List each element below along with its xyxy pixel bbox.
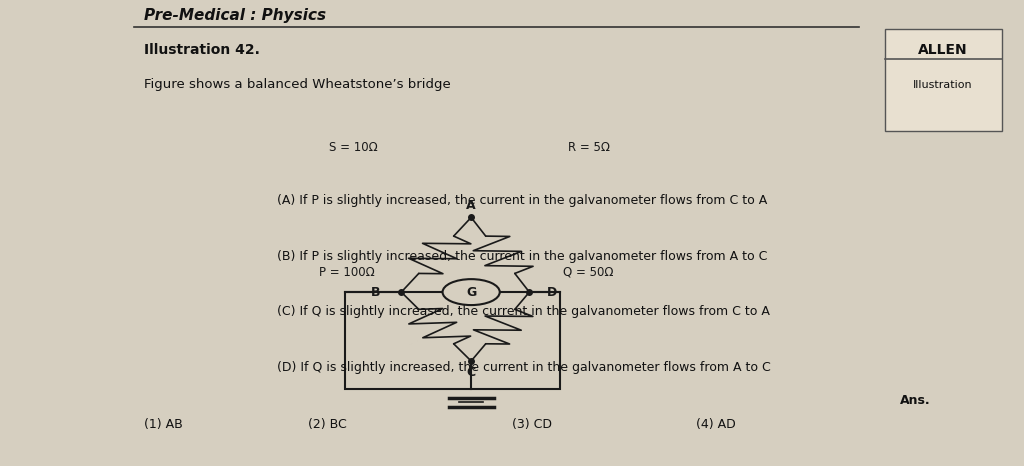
Text: S = 10Ω: S = 10Ω xyxy=(330,141,378,154)
Text: Q = 50Ω: Q = 50Ω xyxy=(563,266,613,279)
Text: R = 5Ω: R = 5Ω xyxy=(567,141,609,154)
Text: (1) AB: (1) AB xyxy=(144,418,183,431)
Text: A: A xyxy=(466,199,476,212)
Text: (3) CD: (3) CD xyxy=(512,418,552,431)
Text: (C) If Q is slightly increased, the current in the galvanometer flows from C to : (C) If Q is slightly increased, the curr… xyxy=(278,305,770,318)
Text: (2) BC: (2) BC xyxy=(308,418,346,431)
Text: (D) If Q is slightly increased, the current in the galvanometer flows from A to : (D) If Q is slightly increased, the curr… xyxy=(278,361,771,374)
Text: Pre-Medical : Physics: Pre-Medical : Physics xyxy=(144,8,327,23)
Text: C: C xyxy=(467,366,476,379)
Text: B: B xyxy=(371,286,381,299)
Text: D: D xyxy=(547,286,557,299)
Text: (4) AD: (4) AD xyxy=(696,418,735,431)
Text: P = 100Ω: P = 100Ω xyxy=(318,266,375,279)
Text: Ans.: Ans. xyxy=(900,394,931,407)
Text: Illustration: Illustration xyxy=(913,80,973,90)
Text: (A) If P is slightly increased, the current in the galvanometer flows from C to : (A) If P is slightly increased, the curr… xyxy=(278,194,767,207)
Text: G: G xyxy=(466,286,476,299)
Text: Figure shows a balanced Wheatstone’s bridge: Figure shows a balanced Wheatstone’s bri… xyxy=(144,78,452,91)
Text: ALLEN: ALLEN xyxy=(919,43,968,57)
Circle shape xyxy=(442,279,500,305)
Text: Illustration 42.: Illustration 42. xyxy=(144,43,260,57)
Text: (B) If P is slightly increased, the current in the galvanometer flows from A to : (B) If P is slightly increased, the curr… xyxy=(278,250,768,263)
FancyBboxPatch shape xyxy=(885,29,1002,131)
